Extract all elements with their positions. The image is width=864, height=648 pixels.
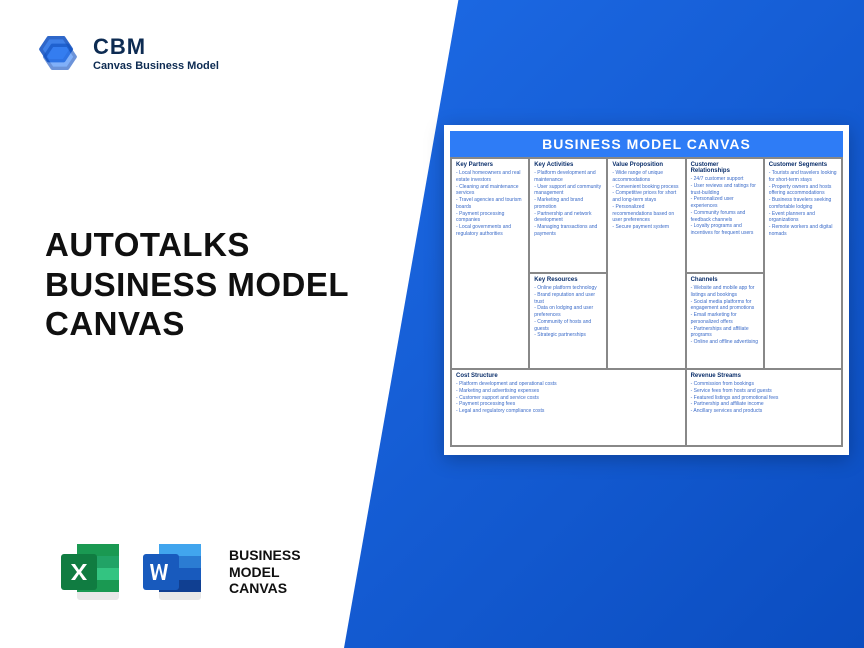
brand-tagline: Canvas Business Model	[93, 60, 219, 72]
vp-items: Wide range of unique accommodationsConve…	[612, 170, 680, 231]
cell-customer-relationships: Customer Relationships 24/7 customer sup…	[686, 158, 764, 273]
cell-cost-structure: Cost Structure Platform development and …	[451, 369, 686, 446]
canvas-header: BUSINESS MODEL CANVAS	[450, 131, 843, 157]
kp-title: Key Partners	[456, 162, 524, 168]
vp-title: Value Proposition	[612, 162, 680, 168]
kr-items: Online platform technologyBrand reputati…	[534, 285, 602, 339]
cell-revenue-streams: Revenue Streams Commission from bookings…	[686, 369, 842, 446]
kp-items: Local homeowners and real estate investo…	[456, 170, 524, 238]
file-format-icons: BUSINESS MODEL CANVAS	[55, 536, 301, 608]
cr-title: Customer Relationships	[691, 162, 759, 174]
cs-items: Tourists and travelers looking for short…	[769, 170, 837, 238]
canvas-preview: BUSINESS MODEL CANVAS Key Partners Local…	[444, 125, 849, 455]
cell-value-proposition: Value Proposition Wide range of unique a…	[607, 158, 685, 369]
ch-title: Channels	[691, 277, 759, 283]
title-line-3: CANVAS	[45, 304, 349, 344]
excel-icon	[55, 536, 127, 608]
file-label-3: CANVAS	[229, 580, 301, 597]
ka-title: Key Activities	[534, 162, 602, 168]
cell-customer-segments: Customer Segments Tourists and travelers…	[764, 158, 842, 369]
word-icon	[137, 536, 209, 608]
ka-items: Platform development and maintenanceUser…	[534, 170, 602, 238]
canvas-grid: Key Partners Local homeowners and real e…	[450, 157, 843, 447]
rev-items: Commission from bookingsService fees fro…	[691, 381, 837, 415]
cost-items: Platform development and operational cos…	[456, 381, 681, 415]
cell-key-partners: Key Partners Local homeowners and real e…	[451, 158, 529, 369]
kr-title: Key Resources	[534, 277, 602, 283]
brand-logo: CBM Canvas Business Model	[35, 30, 219, 76]
title-line-1: AUTOTALKS	[45, 225, 349, 265]
ch-items: Website and mobile app for listings and …	[691, 285, 759, 346]
cell-key-activities: Key Activities Platform development and …	[529, 158, 607, 273]
file-label-1: BUSINESS	[229, 547, 301, 564]
cs-title: Customer Segments	[769, 162, 837, 168]
file-label-2: MODEL	[229, 564, 301, 581]
cost-title: Cost Structure	[456, 373, 681, 379]
cell-key-resources: Key Resources Online platform technology…	[529, 273, 607, 369]
cr-items: 24/7 customer supportUser reviews and ra…	[691, 176, 759, 237]
main-title: AUTOTALKS BUSINESS MODEL CANVAS	[45, 225, 349, 344]
title-line-2: BUSINESS MODEL	[45, 265, 349, 305]
brand-name: CBM	[93, 34, 219, 60]
cbm-logo-icon	[35, 30, 81, 76]
cell-channels: Channels Website and mobile app for list…	[686, 273, 764, 369]
rev-title: Revenue Streams	[691, 373, 837, 379]
